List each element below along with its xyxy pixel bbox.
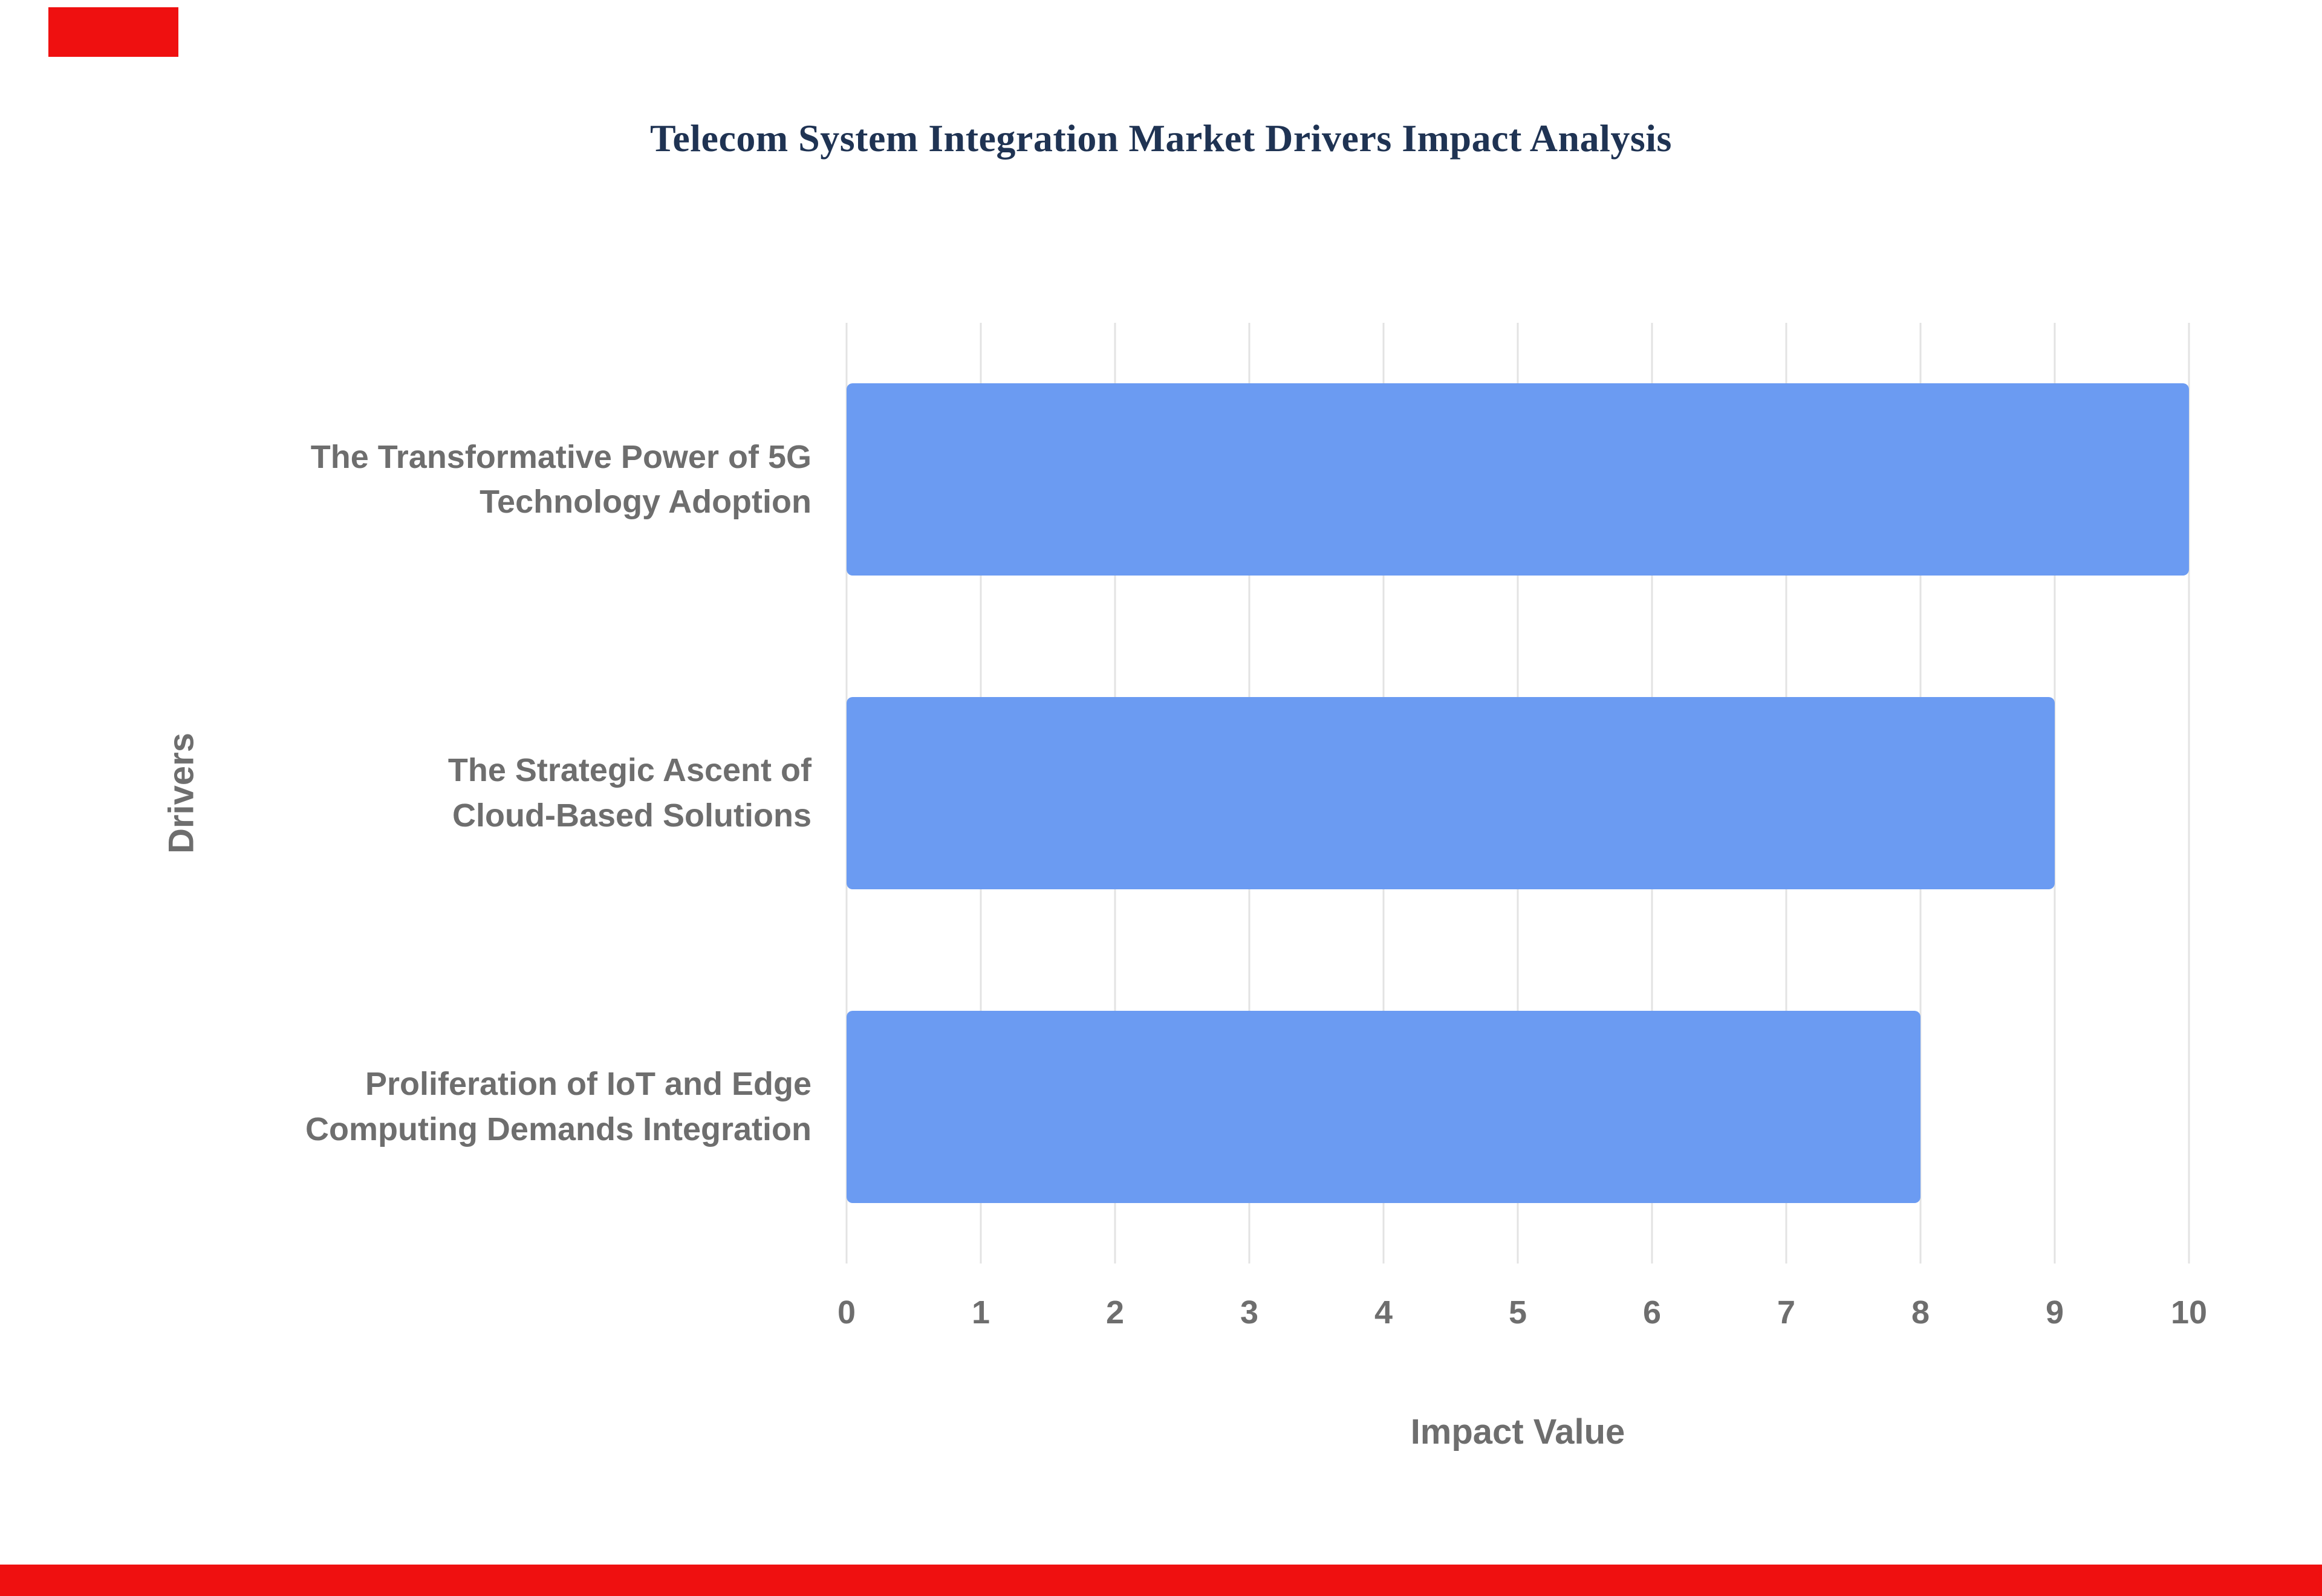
x-tick-label: 9 [2045,1294,2064,1331]
bar-3 [847,1010,1920,1203]
x-tick-label: 8 [1911,1294,1930,1331]
category-label-line: Cloud-Based Solutions [452,797,811,834]
category-label-3: Proliferation of IoT and Edge Computing D… [181,950,811,1264]
category-labels: The Transformative Power of 5G Technology… [181,323,811,1264]
bar-row [847,950,2189,1264]
bar-rows [847,323,2189,1264]
bar-row [847,323,2189,637]
category-label-line: The Transformative Power of 5G [310,438,811,475]
category-label-line: Technology Adoption [480,484,811,521]
category-label-1: The Transformative Power of 5G Technology… [181,323,811,637]
x-tick-label: 1 [971,1294,990,1331]
plot-area [845,323,2190,1264]
gridline [2054,323,2056,1264]
gridline [2188,323,2190,1264]
bar-1 [847,383,2189,576]
x-tick-label: 4 [1374,1294,1393,1331]
category-label-line: Computing Demands Integration [305,1111,811,1147]
category-label-line: The Strategic Ascent of [447,752,811,789]
bar-2 [847,697,2055,889]
x-tick-label: 5 [1508,1294,1527,1331]
bottom-red-bar [0,1565,2322,1596]
x-tick-label: 10 [2170,1294,2208,1331]
x-axis-title: Impact Value [1410,1412,1625,1452]
x-tick-label: 7 [1777,1294,1796,1331]
x-tick-labels: 0 1 2 3 4 5 6 7 8 9 10 [837,1294,2207,1336]
x-tick-label: 0 [837,1294,856,1331]
category-label-line: Proliferation of IoT and Edge [365,1066,811,1103]
x-tick-label: 6 [1642,1294,1662,1331]
x-tick-label: 2 [1105,1294,1125,1331]
chart-title: Telecom System Integration Market Driver… [650,117,1672,160]
bar-row [847,637,2189,950]
x-tick-label: 3 [1240,1294,1259,1331]
top-left-red-marker [48,7,178,57]
category-label-2: The Strategic Ascent of Cloud-Based Solut… [181,637,811,950]
